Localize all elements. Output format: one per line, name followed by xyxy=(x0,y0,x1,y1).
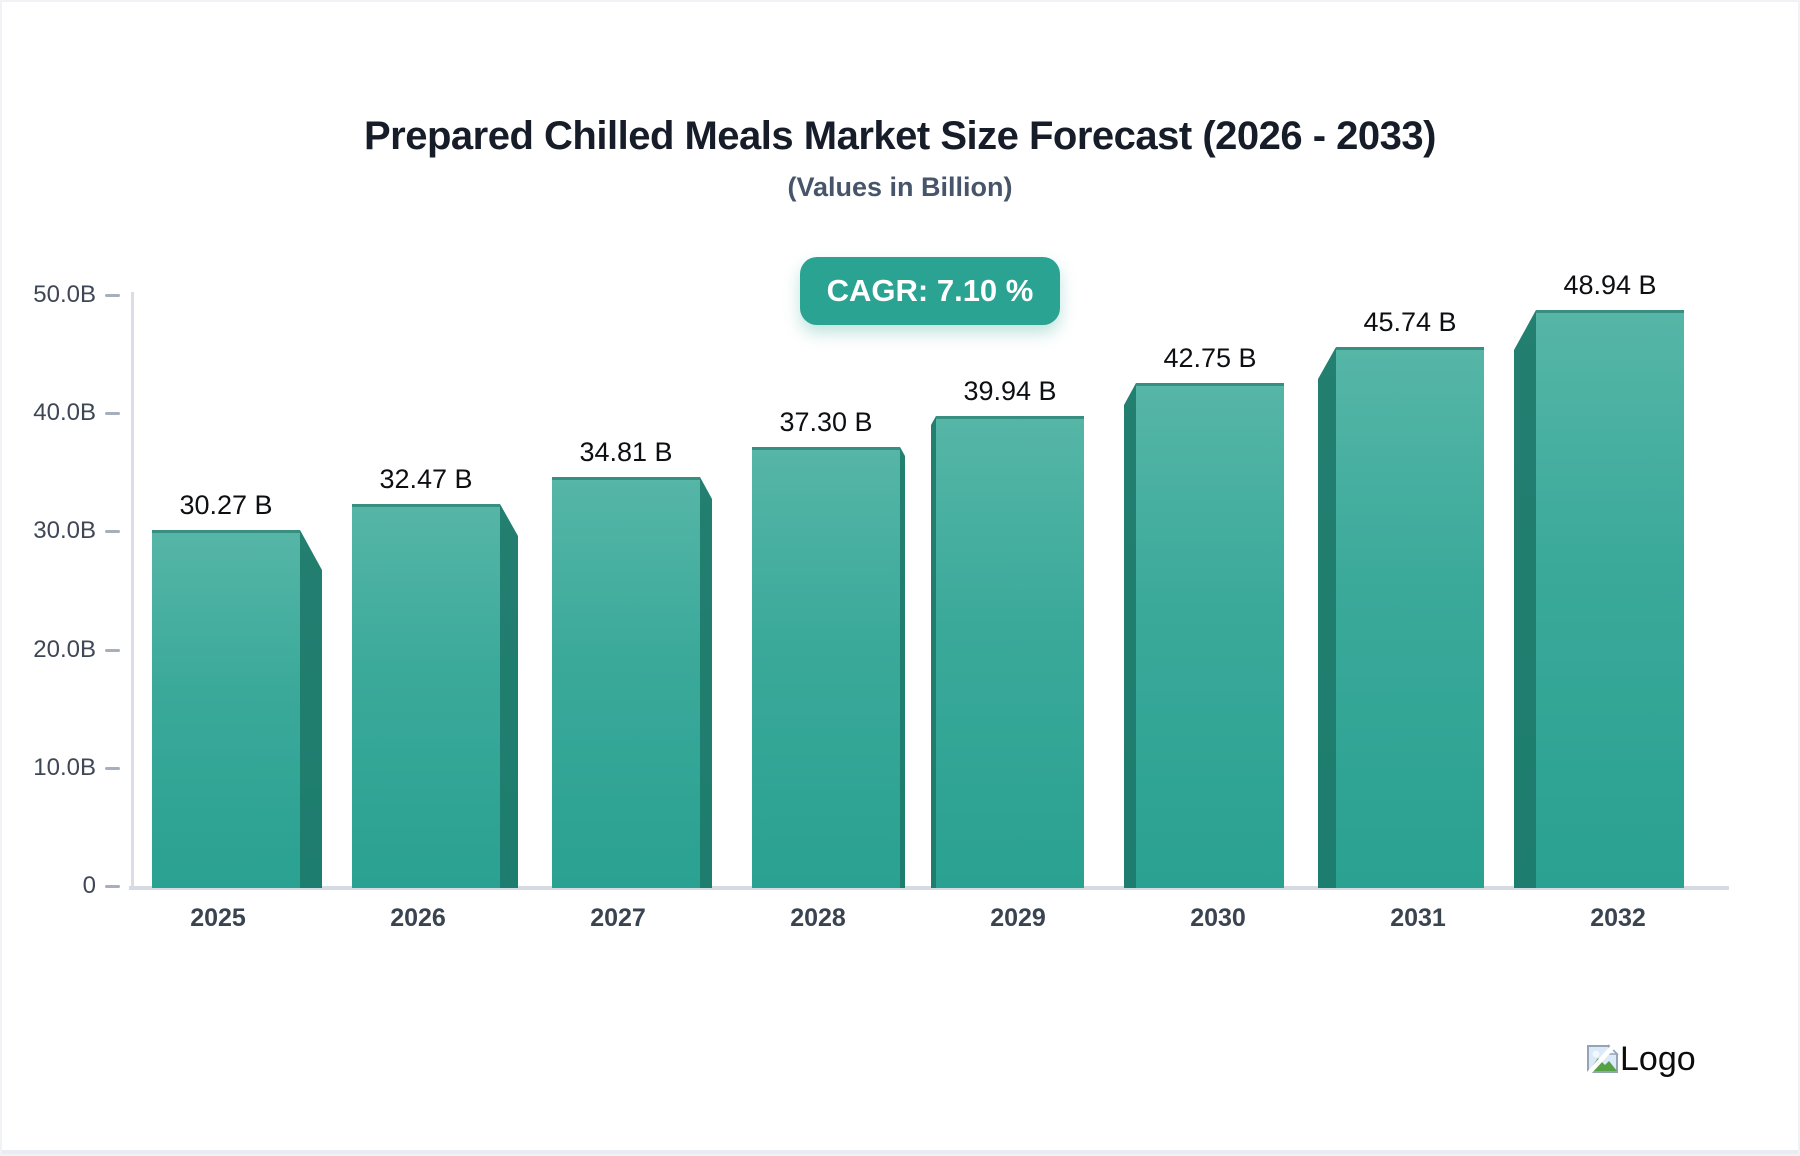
cagr-badge[interactable]: CAGR: 7.10 % xyxy=(800,257,1060,325)
bar-2027[interactable] xyxy=(552,477,700,888)
y-axis-line xyxy=(131,292,134,890)
bar-side-2031 xyxy=(1318,347,1336,888)
bar-2025[interactable] xyxy=(152,530,300,888)
bar-value-label: 42.75 B xyxy=(1163,343,1257,373)
y-axis-tick-mark xyxy=(105,766,120,770)
bar-2031[interactable] xyxy=(1336,347,1484,888)
bar-value-label: 39.94 B xyxy=(963,376,1057,406)
y-axis-tick-label: 50.0B xyxy=(33,281,96,308)
bar-2030[interactable] xyxy=(1136,383,1284,888)
x-axis-tick-label: 2026 xyxy=(390,904,446,932)
y-axis-tick-mark xyxy=(105,648,120,652)
bar-value-label: 45.74 B xyxy=(1363,307,1457,337)
bar-side-2029 xyxy=(931,416,936,888)
y-axis-tick-label: 20.0B xyxy=(33,635,96,663)
y-axis-tick-mark xyxy=(105,294,120,297)
bar-side-2025 xyxy=(300,530,322,888)
bar-2026[interactable] xyxy=(352,504,500,888)
bar-2029[interactable] xyxy=(936,416,1084,888)
x-axis-tick-label: 2030 xyxy=(1190,904,1246,932)
bar-value-label: 48.94 B xyxy=(1563,270,1657,300)
bar-side-2032 xyxy=(1514,310,1536,888)
y-axis-tick-label: 0 xyxy=(82,872,96,899)
bar-side-2028 xyxy=(900,447,905,888)
bar-value-label: 34.81 B xyxy=(579,437,673,467)
logo-text: Logo xyxy=(1620,1040,1696,1078)
x-axis-tick-label: 2027 xyxy=(590,904,646,932)
bar-2032[interactable] xyxy=(1536,310,1684,888)
broken-image-icon xyxy=(1586,1044,1620,1079)
bar-side-2027 xyxy=(700,477,712,888)
x-axis-tick-label: 2028 xyxy=(790,904,846,932)
bar-side-2030 xyxy=(1124,383,1136,888)
y-axis-tick-mark xyxy=(105,412,120,416)
x-axis-tick-label: 2025 xyxy=(190,904,246,932)
y-axis-tick-label: 10.0B xyxy=(33,753,96,781)
bar-side-2026 xyxy=(500,504,518,888)
window-edge xyxy=(2,1150,1798,1154)
y-axis-tick-label: 40.0B xyxy=(33,399,96,427)
x-axis-line xyxy=(129,886,1729,890)
bar-2028[interactable] xyxy=(752,447,900,888)
y-axis-tick-label: 30.0B xyxy=(33,517,96,545)
bar-value-label: 32.47 B xyxy=(379,464,473,494)
x-axis-tick-label: 2029 xyxy=(990,904,1046,932)
x-axis-tick-label: 2032 xyxy=(1590,904,1646,932)
chart-subtitle: (Values in Billion) xyxy=(787,172,1013,202)
y-axis-tick-mark xyxy=(105,885,120,888)
bar-value-label: 37.30 B xyxy=(779,407,873,437)
y-axis-tick-mark xyxy=(105,530,120,534)
chart-title: Prepared Chilled Meals Market Size Forec… xyxy=(364,114,1437,158)
logo[interactable]: Logo xyxy=(1586,1042,1696,1079)
bar-value-label: 30.27 B xyxy=(179,490,273,520)
x-axis-tick-label: 2031 xyxy=(1390,904,1446,932)
